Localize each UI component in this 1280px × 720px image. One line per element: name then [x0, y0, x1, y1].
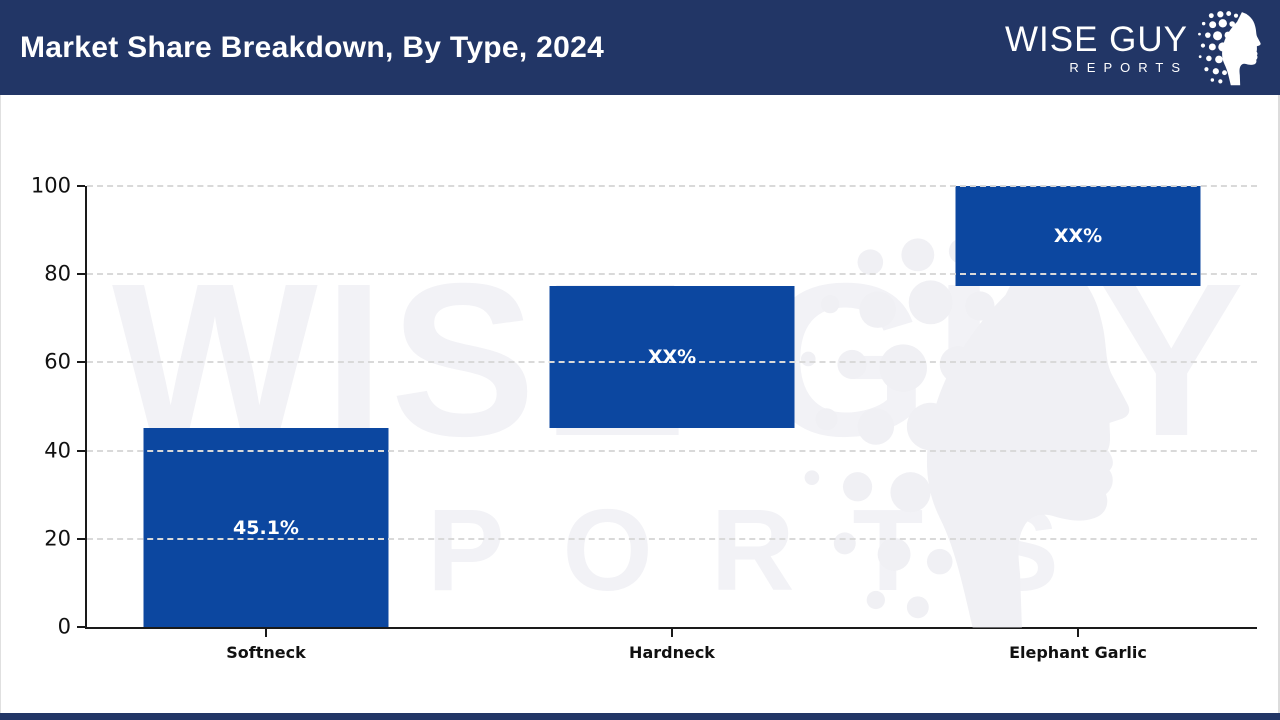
- plot-area: 0 20 40 60 80 100 45.1% Softneck XX% Hardneck XX% E…: [31, 175, 1257, 662]
- y-axis-tick-mark: [77, 537, 85, 540]
- y-axis-tick-label: 20: [44, 526, 71, 551]
- y-axis-tick-label: 100: [30, 173, 71, 198]
- y-axis-tick-label: 0: [57, 614, 71, 639]
- bar-value-label: XX%: [1053, 225, 1103, 248]
- gridline: [87, 537, 1257, 540]
- x-axis-tick-mark: [265, 629, 267, 637]
- header-band: Market Share Breakdown, By Type, 2024 WI…: [0, 0, 1280, 95]
- page-right-border: [1278, 95, 1280, 713]
- bar-value-label: XX%: [647, 346, 697, 369]
- x-axis-tick-mark: [671, 629, 673, 637]
- y-axis-tick-mark: [77, 185, 85, 187]
- x-axis-category-label: Elephant Garlic: [1009, 643, 1147, 662]
- x-axis-category-label: Softneck: [226, 643, 306, 662]
- bar-hardneck: [549, 286, 795, 429]
- logo-face-icon: [1198, 11, 1261, 86]
- bar-softneck: [143, 428, 389, 627]
- gridline: [87, 185, 1257, 187]
- gridline: [87, 449, 1257, 452]
- gridline: [87, 273, 1257, 276]
- page-title: Market Share Breakdown, By Type, 2024: [20, 30, 605, 64]
- y-axis-tick-mark: [77, 449, 85, 452]
- y-axis-tick-label: 80: [44, 261, 71, 286]
- logo-wordmark: WISE GUY: [1004, 20, 1188, 59]
- y-axis-tick-mark: [77, 273, 85, 276]
- x-axis-tick-mark: [1076, 629, 1079, 637]
- y-axis-tick-label: 60: [44, 349, 71, 374]
- gridline: [87, 361, 1257, 364]
- y-axis-tick-mark: [77, 361, 85, 364]
- y-axis-tick-mark: [77, 626, 85, 628]
- logo-text: WISE GUY REPORTS: [1005, 22, 1188, 75]
- page-left-border: [0, 95, 1, 713]
- bar-value-label: 45.1%: [233, 516, 299, 539]
- footer-band: [0, 713, 1280, 720]
- wise-guy-reports-logo: WISE GUY REPORTS: [1004, 6, 1266, 90]
- x-axis-category-label: Hardneck: [629, 643, 715, 662]
- logo-subtitle: REPORTS: [1069, 60, 1188, 75]
- y-axis-tick-label: 40: [44, 438, 71, 463]
